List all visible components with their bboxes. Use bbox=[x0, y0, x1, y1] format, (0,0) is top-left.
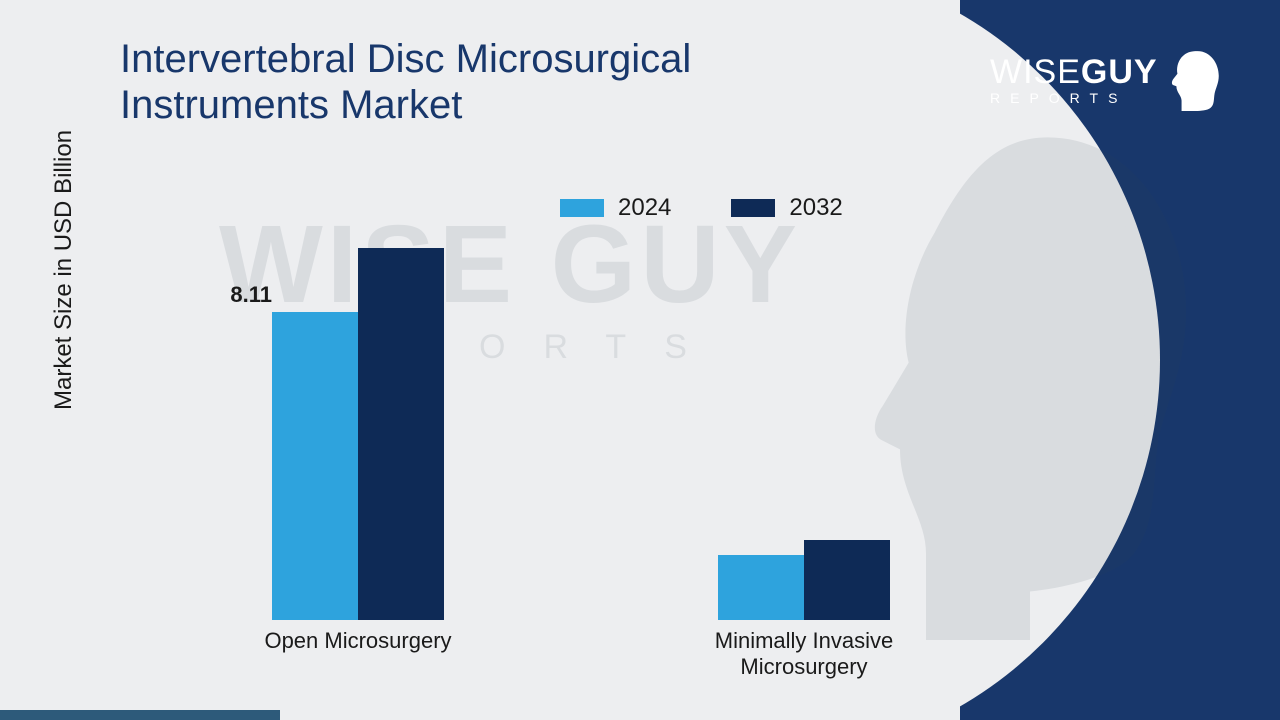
chart-title: Intervertebral Disc Microsurgical Instru… bbox=[120, 36, 820, 128]
legend-item-2032: 2032 bbox=[731, 194, 842, 222]
bar bbox=[358, 248, 444, 620]
legend-swatch-2032 bbox=[731, 199, 775, 217]
legend-label-2024: 2024 bbox=[618, 194, 671, 222]
logo-subtext: REPORTS bbox=[990, 91, 1158, 105]
bar bbox=[272, 312, 358, 620]
brand-logo: WISEGUY REPORTS bbox=[990, 30, 1250, 130]
category-label: Minimally Invasive Microsurgery bbox=[704, 628, 904, 681]
legend: 2024 2032 bbox=[560, 194, 843, 222]
bar bbox=[804, 540, 890, 620]
bar-group: 8.11Open Microsurgery bbox=[272, 248, 444, 620]
brand-head-icon bbox=[1168, 49, 1222, 111]
chart-canvas: WISE GUY REPORTS Intervertebral Disc Mic… bbox=[0, 0, 1280, 720]
bar-group: Minimally Invasive Microsurgery bbox=[718, 540, 890, 620]
logo-word-2: GUY bbox=[1081, 53, 1158, 91]
category-label: Open Microsurgery bbox=[258, 628, 458, 654]
bottom-accent-bar bbox=[0, 710, 280, 720]
bar-value-label: 8.11 bbox=[230, 282, 272, 308]
bar bbox=[718, 555, 804, 620]
brand-logo-text: WISEGUY REPORTS bbox=[990, 55, 1158, 105]
legend-label-2032: 2032 bbox=[789, 194, 842, 222]
legend-swatch-2024 bbox=[560, 199, 604, 217]
y-axis-label: Market Size in USD Billion bbox=[50, 130, 78, 410]
legend-item-2024: 2024 bbox=[560, 194, 671, 222]
plot-area: 8.11Open Microsurgery Minimally Invasive … bbox=[110, 240, 930, 620]
logo-word-1: WISE bbox=[990, 53, 1081, 91]
